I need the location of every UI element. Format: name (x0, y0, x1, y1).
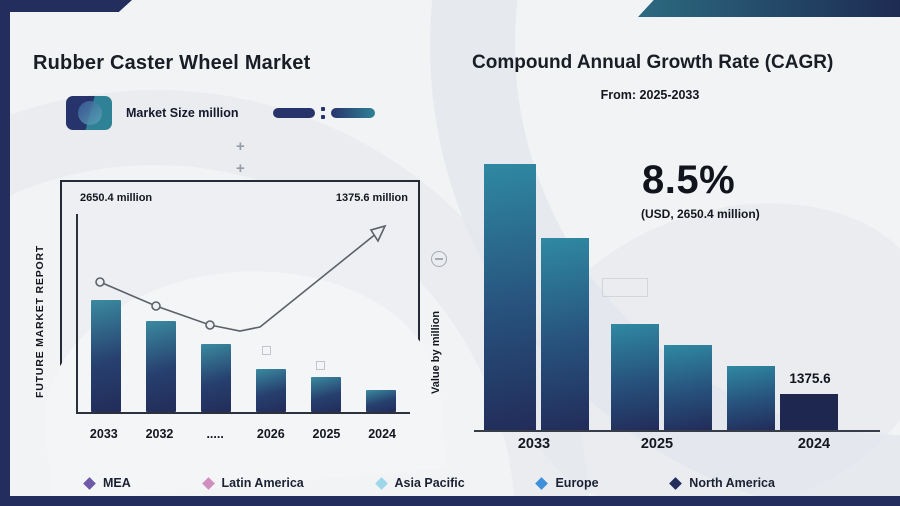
market-x-label: 2026 (256, 427, 285, 441)
market-size-chart: 2650.4 million 1375.6 million (33, 180, 447, 504)
ratio-colon-icon (320, 107, 325, 119)
cagr-value: 8.5% (642, 158, 736, 202)
plus-decoration: + (236, 160, 245, 177)
cagr-bar (780, 394, 838, 430)
market-bar (310, 377, 341, 412)
cagr-chart: 1375.6 (474, 160, 880, 432)
cagr-bar-value: 1375.6 (789, 371, 831, 386)
market-annotation-2024: 1375.6 million (335, 192, 408, 204)
legend-label: Latin America (221, 476, 304, 490)
cagr-bar (727, 366, 775, 430)
square-decoration (316, 361, 325, 370)
market-annotation-2033: 2650.4 million (80, 192, 153, 204)
legend-item: North America (669, 476, 775, 490)
market-bar (90, 300, 121, 412)
ratio-pill-right (330, 108, 375, 118)
legend-label: Europe (555, 476, 599, 490)
cagr-note: (USD, 2650.4 million) (641, 207, 760, 221)
minus-circle-icon (431, 251, 447, 267)
cagr-bar-group-2025 (611, 324, 712, 430)
bottom-edge-bar (0, 496, 900, 506)
cagr-bar (484, 164, 536, 430)
market-size-label: Market Size million (126, 106, 239, 120)
legend-item: Europe (535, 476, 599, 490)
cagr-bar (664, 345, 712, 430)
region-legend: MEA Latin America Asia Pacific Europe North … (83, 476, 775, 490)
future-market-report-label: FUTURE MARKET REPORT (34, 244, 46, 398)
top-right-band (638, 0, 900, 17)
market-bar (200, 344, 231, 412)
market-x-label: ..... (206, 427, 224, 441)
market-bar (365, 390, 396, 412)
market-x-label: 2033 (89, 427, 118, 441)
market-size-legend: Market Size million (66, 94, 375, 132)
market-bars (78, 300, 408, 412)
cagr-x-labels: 2033 2025 2024 (474, 436, 880, 456)
cagr-bar (541, 238, 589, 430)
page-title: Rubber Caster Wheel Market (33, 52, 311, 74)
legend-diamond-icon (83, 476, 96, 490)
cagr-period: From: 2025-2033 (600, 88, 700, 102)
cagr-x-label: 2025 (640, 436, 674, 452)
cagr-x-label: 2024 (797, 436, 831, 452)
square-decoration (262, 346, 271, 355)
cagr-bar-group-2033 (484, 164, 589, 430)
market-x-label: 2032 (145, 427, 174, 441)
cagr-title: Compound Annual Growth Rate (CAGR) (472, 52, 834, 73)
legend-label: MEA (103, 476, 131, 490)
legend-item: Latin America (201, 476, 304, 490)
market-bar (145, 321, 176, 412)
market-x-label: 2025 (312, 427, 341, 441)
value-by-million-label: Value by million (430, 310, 442, 394)
left-edge-bar (0, 0, 10, 506)
ratio-pill-left (272, 108, 315, 118)
cagr-bar (611, 324, 659, 430)
market-x-labels: 2033 2032..... 2026 2025 2024 (76, 427, 410, 441)
legend-diamond-icon (201, 476, 215, 490)
legend-diamond-icon (374, 476, 388, 490)
legend-item: Asia Pacific (374, 476, 465, 490)
legend-diamond-icon (535, 476, 549, 490)
market-bar (255, 369, 286, 412)
market-size-icon (66, 96, 112, 130)
plus-decoration: + (236, 138, 245, 155)
market-axes (76, 214, 410, 414)
cagr-bar-group-2024 (727, 366, 838, 430)
rectangle-decoration (602, 278, 648, 297)
market-x-label: 2024 (368, 427, 397, 441)
cagr-x-label: 2033 (517, 436, 551, 452)
legend-diamond-icon (669, 476, 683, 490)
legend-item: MEA (83, 476, 131, 490)
legend-label: North America (689, 476, 775, 490)
legend-label: Asia Pacific (394, 476, 465, 490)
top-left-band (0, 0, 132, 12)
